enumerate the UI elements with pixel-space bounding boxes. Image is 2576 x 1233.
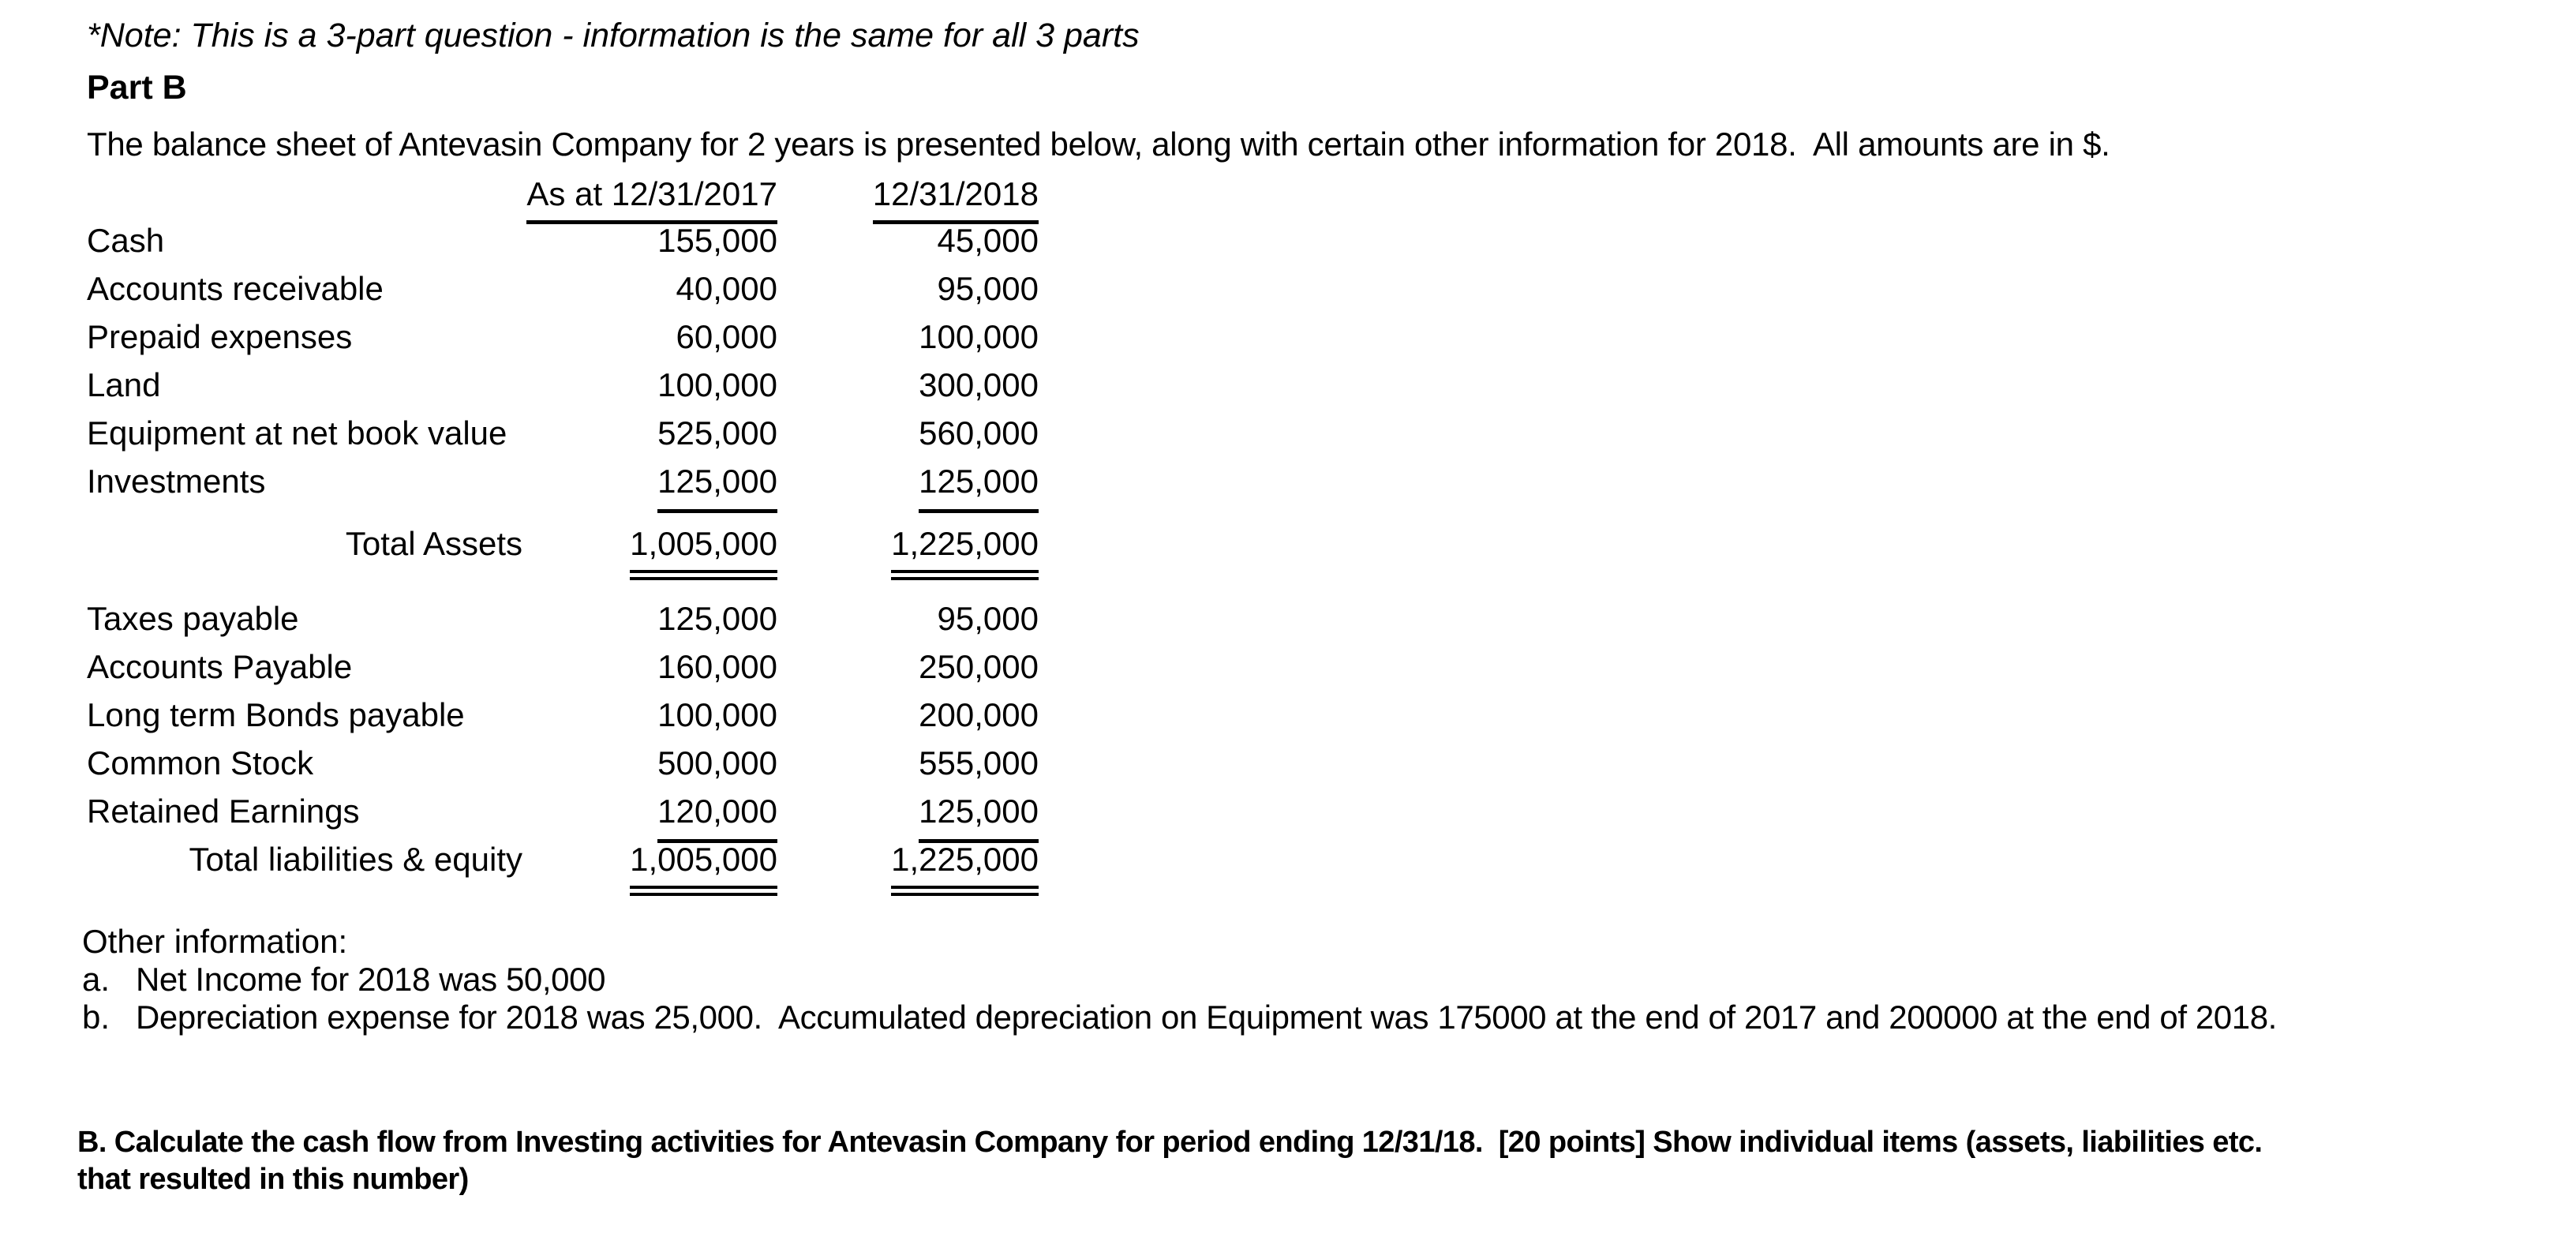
table-row: Retained Earnings 120,000 125,000: [0, 787, 1105, 843]
table-row: Cash 155,000 45,000: [0, 216, 1105, 264]
question-line-2: that resulted in this number): [77, 1163, 469, 1196]
column-header-2018-label: 12/31/2018: [872, 172, 1039, 224]
row-value-2018: 95,000: [937, 270, 1039, 307]
row-value-2017: 100,000: [657, 366, 777, 403]
double-underlined-value: 1,005,000: [630, 519, 777, 580]
column-header-2017-label: As at 12/31/2017: [526, 172, 777, 224]
row-value-2018: 555,000: [919, 744, 1039, 781]
row-label: Taxes payable: [87, 600, 299, 637]
total-value-2018: 1,225,000: [777, 519, 1039, 580]
row-value-2018: 300,000: [919, 366, 1039, 403]
row-label: Equipment at net book value: [87, 414, 507, 452]
total-assets-row: Total Assets 1,005,000 1,225,000: [0, 519, 1105, 580]
list-item-marker: a.: [82, 961, 110, 998]
list-item-marker: b.: [82, 999, 110, 1036]
table-row: Accounts Payable 160,000 250,000: [0, 643, 1105, 691]
table-row: Common Stock 500,000 555,000: [0, 739, 1105, 787]
row-value-2017: 125,000: [521, 457, 777, 513]
row-label: Prepaid expenses: [87, 318, 353, 355]
table-row: Equipment at net book value 525,000 560,…: [0, 409, 1105, 457]
row-label: Retained Earnings: [87, 793, 360, 830]
double-underlined-value: 1,225,000: [891, 519, 1039, 580]
table-row: Taxes payable 125,000 95,000: [0, 594, 1105, 643]
row-label: Cash: [87, 222, 165, 259]
row-value-2018: 125,000: [777, 457, 1039, 513]
list-item-text: Depreciation expense for 2018 was 25,000…: [136, 999, 2277, 1036]
underlined-value: 120,000: [657, 787, 777, 843]
row-value-2017: 40,000: [676, 270, 777, 307]
total-value-2017: 1,005,000: [521, 835, 777, 896]
table-header-row: As at 12/31/2017 12/31/2018: [0, 172, 1105, 224]
underlined-value: 125,000: [657, 457, 777, 513]
row-value-2017: 160,000: [657, 648, 777, 685]
row-value-2017: 120,000: [521, 787, 777, 843]
underlined-value: 125,000: [919, 787, 1039, 843]
double-underlined-value: 1,005,000: [630, 835, 777, 896]
total-liabilities-equity-row: Total liabilities & equity 1,005,000 1,2…: [0, 835, 1105, 896]
row-value-2017: 525,000: [657, 414, 777, 452]
column-header-2017: As at 12/31/2017: [521, 172, 777, 224]
row-label: Long term Bonds payable: [87, 696, 465, 733]
row-value-2017: 60,000: [676, 318, 777, 355]
total-value-2018: 1,225,000: [777, 835, 1039, 896]
row-label: Investments: [87, 463, 266, 500]
total-row-label: Total liabilities & equity: [189, 841, 522, 878]
table-row: Long term Bonds payable 100,000 200,000: [0, 691, 1105, 739]
row-label: Land: [87, 366, 161, 403]
column-header-2018: 12/31/2018: [777, 172, 1039, 224]
total-value-2017: 1,005,000: [521, 519, 777, 580]
question-paragraph: B. Calculate the cash flow from Investin…: [77, 1124, 2263, 1198]
note-text: *Note: This is a 3-part question - infor…: [87, 17, 1140, 54]
row-value-2018: 200,000: [919, 696, 1039, 733]
row-value-2018: 250,000: [919, 648, 1039, 685]
row-value-2018: 45,000: [937, 222, 1039, 259]
row-value-2018: 560,000: [919, 414, 1039, 452]
row-value-2018: 100,000: [919, 318, 1039, 355]
row-value-2018: 95,000: [937, 600, 1039, 637]
question-line-1: B. Calculate the cash flow from Investin…: [77, 1126, 2263, 1159]
row-value-2017: 500,000: [657, 744, 777, 781]
table-row: Land 100,000 300,000: [0, 361, 1105, 409]
double-underlined-value: 1,225,000: [891, 835, 1039, 896]
intro-paragraph: The balance sheet of Antevasin Company f…: [87, 126, 2110, 163]
part-heading: Part B: [87, 69, 187, 107]
list-item-text: Net Income for 2018 was 50,000: [136, 961, 606, 998]
underlined-value: 125,000: [919, 457, 1039, 513]
row-label: Accounts Payable: [87, 648, 353, 685]
row-value-2017: 125,000: [657, 600, 777, 637]
total-row-label: Total Assets: [345, 525, 522, 562]
row-label: Accounts receivable: [87, 270, 384, 307]
row-value-2017: 100,000: [657, 696, 777, 733]
row-value-2017: 155,000: [657, 222, 777, 259]
other-information-heading: Other information:: [82, 923, 348, 960]
row-label: Common Stock: [87, 744, 314, 781]
table-row: Accounts receivable 40,000 95,000: [0, 264, 1105, 313]
row-value-2018: 125,000: [777, 787, 1039, 843]
balance-sheet-table: As at 12/31/2017 12/31/2018 Cash 155,000…: [0, 172, 1105, 896]
table-row: Investments 125,000 125,000: [0, 457, 1105, 513]
table-row: Prepaid expenses 60,000 100,000: [0, 313, 1105, 361]
